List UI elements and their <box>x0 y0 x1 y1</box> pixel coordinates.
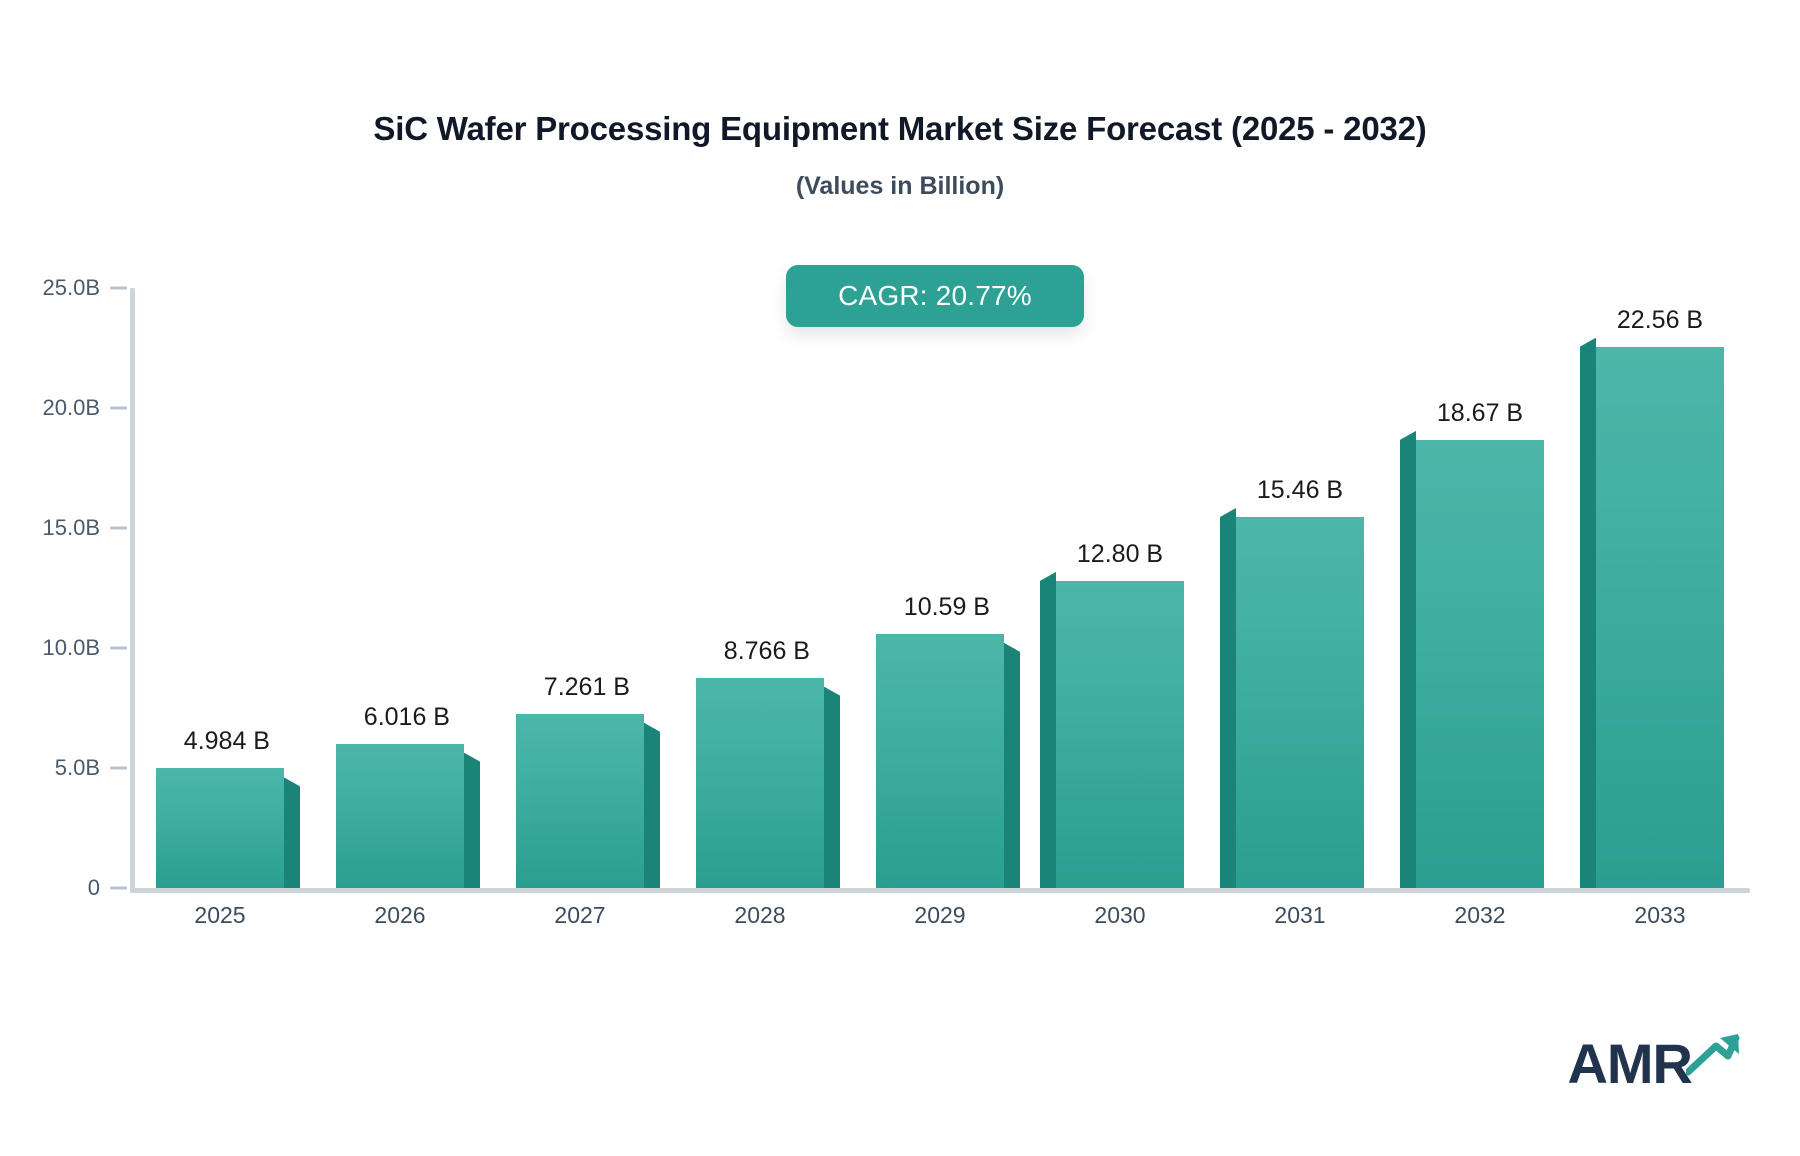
x-axis-label: 2030 <box>1094 902 1146 928</box>
bar-side-panel <box>824 686 840 888</box>
bar-side-panel <box>1580 337 1596 888</box>
y-axis-tick-label: 0 <box>87 875 100 900</box>
bar-face <box>1236 516 1364 888</box>
y-axis-tick-label: 5.0B <box>54 755 100 780</box>
x-axis-label: 2032 <box>1454 902 1506 928</box>
bar[interactable]: 18.67 B <box>1400 399 1544 888</box>
bar-side-panel <box>464 752 480 888</box>
bar-value-label: 7.261 B <box>543 672 630 701</box>
bar-value-label: 10.59 B <box>903 592 990 621</box>
bar-face <box>1596 346 1724 888</box>
page-title: SiC Wafer Processing Equipment Market Si… <box>373 110 1427 147</box>
y-axis-tick-mark <box>110 766 127 770</box>
plot-area: 4.984 B 6.016 B 7.261 B 8.766 B 10.59 B 12.80… <box>130 288 1750 928</box>
y-axis-tick-label: 10.0B <box>42 635 101 660</box>
x-axis-label: 2027 <box>554 902 606 928</box>
y-axis-tick-mark <box>110 886 127 890</box>
bar-value-label: 4.984 B <box>183 727 270 756</box>
bar-value-label: 8.766 B <box>723 636 810 665</box>
amr-logo: AMR <box>1567 1031 1740 1096</box>
bar[interactable]: 4.984 B <box>156 727 300 888</box>
cagr-badge-label: CAGR: 20.77% <box>838 280 1032 311</box>
x-axis-label: 2025 <box>194 902 246 928</box>
bar-side-panel <box>1004 642 1020 888</box>
bar-value-label: 12.80 B <box>1076 539 1164 568</box>
cagr-badge: CAGR: 20.77% <box>786 265 1084 327</box>
x-axis-label: 2028 <box>734 902 786 928</box>
bar[interactable]: 8.766 B <box>696 637 840 888</box>
bar[interactable]: 7.261 B <box>516 673 660 888</box>
bar-value-label: 18.67 B <box>1436 398 1524 427</box>
x-axis-label: 2026 <box>374 902 426 928</box>
y-axis-tick-mark <box>110 406 127 410</box>
bar-value-label: 6.016 B <box>363 702 450 731</box>
bar-value-label: 22.56 B <box>1616 305 1704 334</box>
y-axis-tick-label: 15.0B <box>42 515 101 540</box>
bar[interactable]: 6.016 B <box>336 703 480 888</box>
bar-face <box>516 713 644 888</box>
bar-side-panel <box>644 722 660 888</box>
x-axis-label: 2033 <box>1634 902 1686 928</box>
x-axis-label: 2029 <box>914 902 966 928</box>
y-axis-tick-mark <box>110 526 127 530</box>
amr-logo-text: AMR <box>1567 1032 1693 1095</box>
bar-side-panel <box>1400 430 1416 888</box>
bar-side-panel <box>1220 507 1236 888</box>
bar[interactable]: 15.46 B <box>1220 476 1364 888</box>
bar-face <box>696 677 824 888</box>
chart-subtitle: (Values in Billion) <box>795 172 1005 200</box>
x-axis-label: 2031 <box>1274 902 1326 928</box>
bar-face <box>1056 580 1184 888</box>
bar-face <box>876 633 1004 888</box>
y-axis-tick-label: 20.0B <box>42 395 101 420</box>
trend-up-arrow-icon <box>1684 1032 1740 1081</box>
y-axis-tick-mark <box>110 286 127 290</box>
bar[interactable]: 10.59 B <box>876 593 1020 888</box>
y-axis-line <box>130 288 135 893</box>
y-axis-tick-label: 25.0B <box>42 275 101 300</box>
bar-value-label: 15.46 B <box>1256 475 1344 504</box>
y-axis-tick-mark <box>110 646 127 650</box>
bar-face <box>336 743 464 888</box>
bar-side-panel <box>1040 571 1056 888</box>
bar-face <box>156 768 284 888</box>
bar[interactable]: 22.56 B <box>1580 306 1724 888</box>
x-axis-line <box>130 888 1750 893</box>
bar[interactable]: 12.80 B <box>1040 540 1184 888</box>
bar-face <box>1416 439 1544 888</box>
bar-side-panel <box>284 777 300 888</box>
